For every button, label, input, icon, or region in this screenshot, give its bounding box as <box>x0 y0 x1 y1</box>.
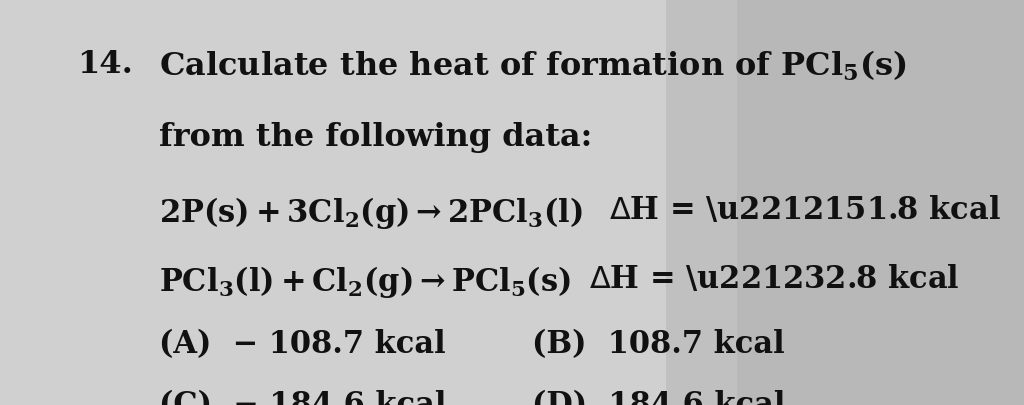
Text: Calculate the heat of formation of $\mathregular{PCl_5}$(s): Calculate the heat of formation of $\mat… <box>159 49 906 83</box>
Text: 14.: 14. <box>77 49 133 79</box>
Text: from the following data:: from the following data: <box>159 122 592 152</box>
Text: (B)  108.7 kcal: (B) 108.7 kcal <box>532 328 785 359</box>
Polygon shape <box>666 0 737 405</box>
Bar <box>737 0 1024 405</box>
Text: $\mathregular{2P(s) + 3Cl_2(g) \rightarrow 2PCl_3(l)}$: $\mathregular{2P(s) + 3Cl_2(g) \rightarr… <box>159 194 583 230</box>
Text: $\mathregular{PCl_3(l) + Cl_2(g) \rightarrow PCl_5(s)}$: $\mathregular{PCl_3(l) + Cl_2(g) \righta… <box>159 263 570 299</box>
Text: (A)  − 108.7 kcal: (A) − 108.7 kcal <box>159 328 445 359</box>
Text: (C)  − 184.6 kcal: (C) − 184.6 kcal <box>159 389 446 405</box>
Text: $\mathit{\Delta}$H = \u221232.8 kcal: $\mathit{\Delta}$H = \u221232.8 kcal <box>589 263 959 294</box>
Text: $\mathit{\Delta}$H = \u2212151.8 kcal: $\mathit{\Delta}$H = \u2212151.8 kcal <box>609 194 1001 225</box>
Text: (D)  184.6 kcal: (D) 184.6 kcal <box>532 389 785 405</box>
